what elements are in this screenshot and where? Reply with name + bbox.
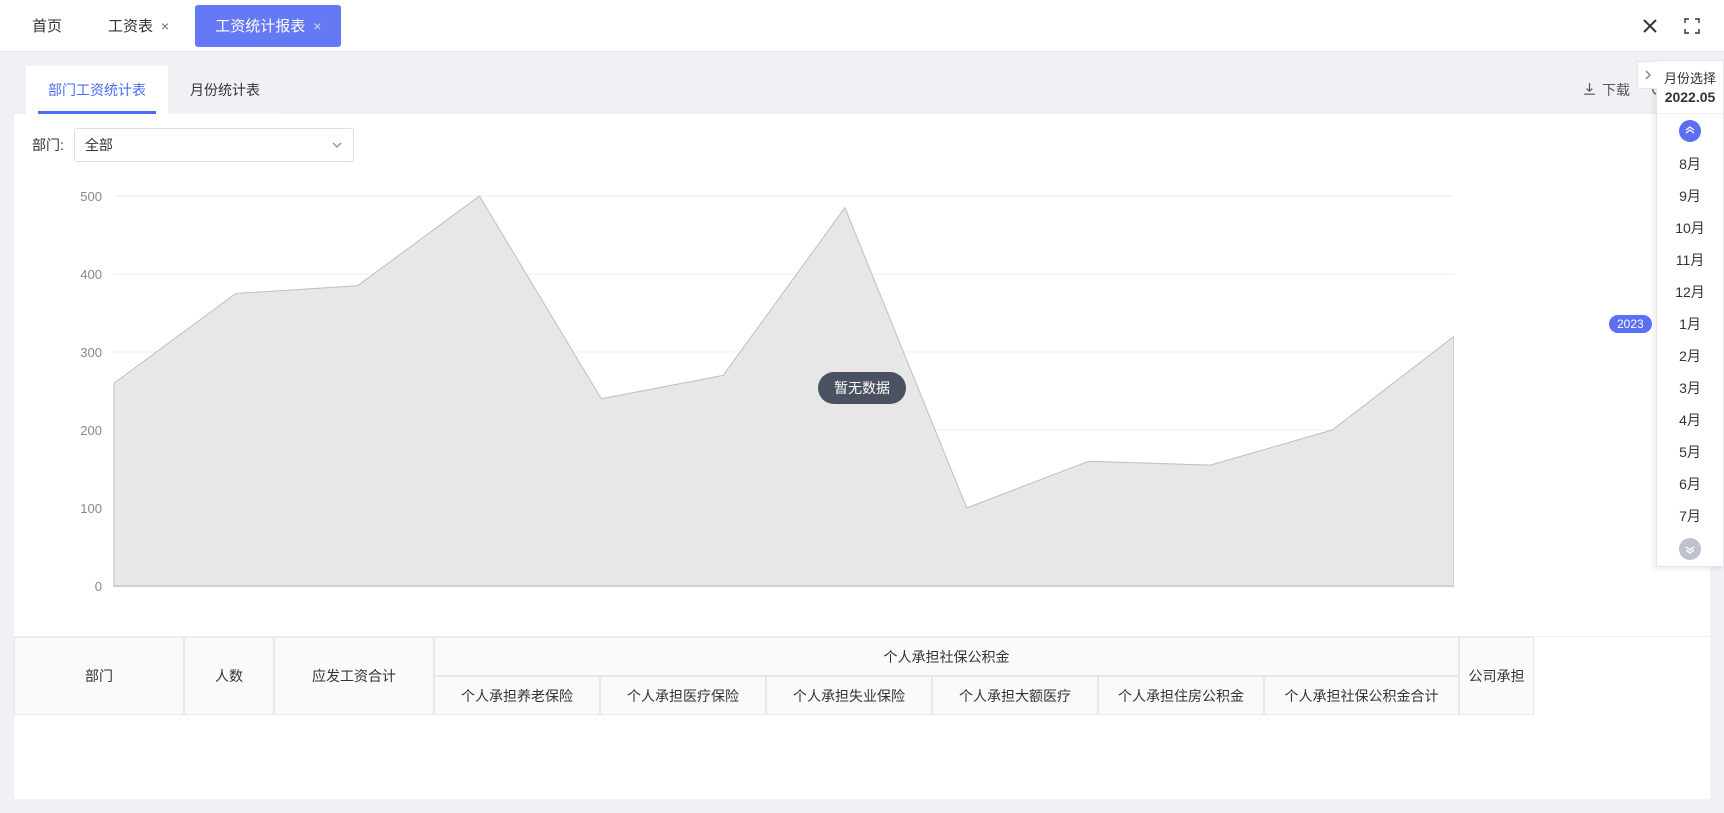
svg-text:300: 300 [80,345,102,360]
svg-text:0: 0 [95,579,102,594]
top-tab-bar: 首页 工资表 × 工资统计报表 × [0,0,1724,52]
month-panel-collapse[interactable] [1637,61,1657,89]
filter-row: 部门: 全部 [14,114,1710,176]
area-chart: 0 100 200 300 400 500 [54,186,1454,626]
close-icon[interactable] [1636,12,1664,40]
month-item-7[interactable]: 3月 [1657,372,1723,404]
month-item-5[interactable]: 1月2023 [1657,308,1723,340]
year-badge: 2023 [1609,315,1652,333]
month-panel: 月份选择 2022.05 8月9月10月11月12月1月20232月3月4月5月… [1656,60,1724,567]
svg-text:400: 400 [80,267,102,282]
table-header-sub-2: 个人承担失业保险 [766,676,932,715]
month-item-8[interactable]: 4月 [1657,404,1723,436]
sub-tab-bar: 部门工资统计表月份统计表 下载 刷新 [14,66,1710,114]
month-item-0[interactable]: 8月 [1657,148,1723,180]
table-header-sub-1: 个人承担医疗保险 [600,676,766,715]
dept-select-value: 全部 [85,135,113,155]
table-header-trailing: 公司承担 [1459,637,1534,715]
close-icon[interactable]: × [313,18,321,34]
month-item-6[interactable]: 2月 [1657,340,1723,372]
table-header-sub-4: 个人承担住房公积金 [1098,676,1264,715]
table: 部门人数应发工资合计个人承担社保公积金个人承担养老保险个人承担医疗保险个人承担失… [14,636,1710,715]
top-tab-2[interactable]: 工资统计报表 × [195,5,341,47]
month-item-10[interactable]: 6月 [1657,468,1723,500]
close-icon[interactable]: × [161,18,169,34]
month-item-1[interactable]: 9月 [1657,180,1723,212]
month-panel-title: 月份选择 [1657,61,1723,89]
top-tab-label: 首页 [32,15,62,36]
chevron-down-icon [331,139,343,151]
month-panel-current: 2022.05 [1657,89,1723,114]
svg-text:100: 100 [80,501,102,516]
dept-filter-label: 部门: [32,135,64,155]
sub-tab-1[interactable]: 月份统计表 [168,66,282,114]
top-tab-label: 工资统计报表 [215,15,305,36]
svg-text:200: 200 [80,423,102,438]
month-item-11[interactable]: 7月 [1657,500,1723,532]
month-item-3[interactable]: 11月 [1657,244,1723,276]
top-tab-label: 工资表 [108,15,153,36]
table-header-group: 个人承担社保公积金 [434,637,1459,676]
fullscreen-icon[interactable] [1678,12,1706,40]
report-card: 部门工资统计表月份统计表 下载 刷新 部门: 全部 [14,66,1710,799]
top-tab-0[interactable]: 首页 [12,5,82,47]
chart-empty-tooltip: 暂无数据 [818,372,906,404]
table-header-main-1: 人数 [184,637,274,715]
svg-text:500: 500 [80,189,102,204]
table-header-sub-0: 个人承担养老保险 [434,676,600,715]
month-item-4[interactable]: 12月 [1657,276,1723,308]
month-scroll-down[interactable] [1657,532,1723,566]
table-header-main-0: 部门 [14,637,184,715]
download-label: 下载 [1602,80,1630,100]
sub-tab-0[interactable]: 部门工资统计表 [26,66,168,114]
download-button[interactable]: 下载 [1582,80,1630,100]
dept-select[interactable]: 全部 [74,128,354,162]
table-header-sub-3: 个人承担大额医疗 [932,676,1098,715]
month-scroll-up[interactable] [1657,114,1723,148]
month-item-9[interactable]: 5月 [1657,436,1723,468]
month-item-2[interactable]: 10月 [1657,212,1723,244]
table-header-sub-5: 个人承担社保公积金合计 [1264,676,1459,715]
table-header-main-2: 应发工资合计 [274,637,434,715]
top-tab-1[interactable]: 工资表 × [88,5,189,47]
chart-area: 0 100 200 300 400 500 暂无数据 [14,176,1710,636]
